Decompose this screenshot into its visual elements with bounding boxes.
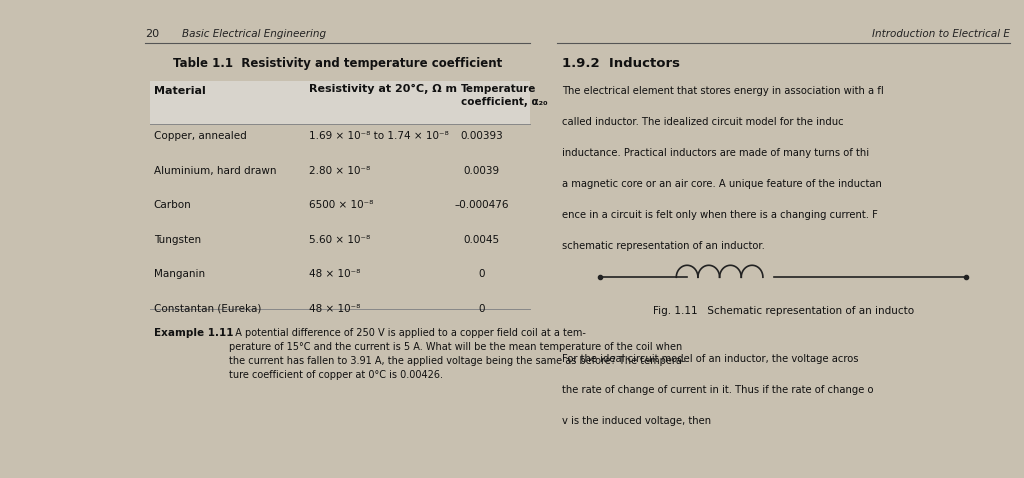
Text: Table 1.1  Resistivity and temperature coefficient: Table 1.1 Resistivity and temperature co… [173, 57, 503, 70]
Text: 20: 20 [145, 29, 160, 39]
Text: Example 1.11: Example 1.11 [154, 328, 233, 338]
Text: Tungsten: Tungsten [154, 235, 201, 245]
Text: 0.0039: 0.0039 [463, 166, 500, 176]
Text: –0.000476: –0.000476 [454, 200, 509, 210]
Text: 2.80 × 10⁻⁸: 2.80 × 10⁻⁸ [309, 166, 371, 176]
Text: A potential difference of 250 V is applied to a copper field coil at a tem-
pera: A potential difference of 250 V is appli… [229, 328, 686, 380]
Text: 48 × 10⁻⁸: 48 × 10⁻⁸ [309, 304, 360, 314]
Text: Manganin: Manganin [154, 269, 205, 279]
Text: The electrical element that stores energy in association with a fl: The electrical element that stores energ… [562, 86, 884, 96]
Text: Fig. 1.11   Schematic representation of an inducto: Fig. 1.11 Schematic representation of an… [652, 306, 914, 316]
Text: Aluminium, hard drawn: Aluminium, hard drawn [154, 166, 276, 176]
Text: 48 × 10⁻⁸: 48 × 10⁻⁸ [309, 269, 360, 279]
FancyBboxPatch shape [150, 81, 530, 124]
Text: Temperature
coefficient, α₂₀: Temperature coefficient, α₂₀ [461, 84, 548, 107]
Text: 0.00393: 0.00393 [460, 131, 503, 141]
Text: 0.0045: 0.0045 [463, 235, 500, 245]
Text: Material: Material [154, 86, 206, 96]
Text: For the ideal circuit model of an inductor, the voltage acros: For the ideal circuit model of an induct… [562, 354, 858, 364]
Text: 5.60 × 10⁻⁸: 5.60 × 10⁻⁸ [309, 235, 371, 245]
Text: Introduction to Electrical E: Introduction to Electrical E [871, 29, 1010, 39]
Text: inductance. Practical inductors are made of many turns of thi: inductance. Practical inductors are made… [562, 148, 869, 158]
Text: v is the induced voltage, then: v is the induced voltage, then [562, 416, 711, 426]
Text: Resistivity at 20°C, Ω m: Resistivity at 20°C, Ω m [309, 84, 458, 94]
Text: Constantan (Eureka): Constantan (Eureka) [154, 304, 261, 314]
Text: Basic Electrical Engineering: Basic Electrical Engineering [182, 29, 327, 39]
Text: schematic representation of an inductor.: schematic representation of an inductor. [562, 241, 765, 251]
Text: 1.69 × 10⁻⁸ to 1.74 × 10⁻⁸: 1.69 × 10⁻⁸ to 1.74 × 10⁻⁸ [309, 131, 449, 141]
Text: a magnetic core or an air core. A unique feature of the inductan: a magnetic core or an air core. A unique… [562, 179, 882, 189]
Text: ence in a circuit is felt only when there is a changing current. F: ence in a circuit is felt only when ther… [562, 210, 878, 220]
Text: 1.9.2  Inductors: 1.9.2 Inductors [562, 57, 680, 70]
Text: Carbon: Carbon [154, 200, 191, 210]
Text: Copper, annealed: Copper, annealed [154, 131, 247, 141]
Text: the rate of change of current in it. Thus if the rate of change o: the rate of change of current in it. Thu… [562, 385, 873, 395]
Text: 6500 × 10⁻⁸: 6500 × 10⁻⁸ [309, 200, 374, 210]
Text: 0: 0 [478, 269, 484, 279]
Text: called inductor. The idealized circuit model for the induc: called inductor. The idealized circuit m… [562, 117, 844, 127]
Text: 0: 0 [478, 304, 484, 314]
